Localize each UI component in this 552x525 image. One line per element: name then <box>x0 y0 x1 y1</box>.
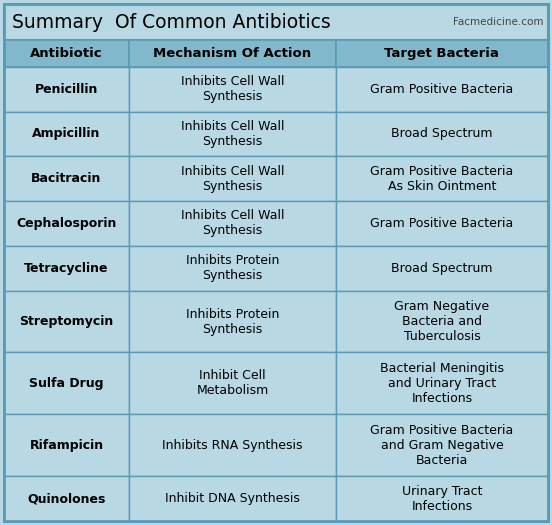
Text: Broad Spectrum: Broad Spectrum <box>391 262 493 275</box>
Bar <box>336 201 548 246</box>
Text: Inhibits Cell Wall
Synthesis: Inhibits Cell Wall Synthesis <box>181 120 284 148</box>
Text: Ampicillin: Ampicillin <box>33 128 101 141</box>
Bar <box>4 352 129 414</box>
Bar <box>4 4 548 40</box>
Text: Gram Positive Bacteria
As Skin Ointment: Gram Positive Bacteria As Skin Ointment <box>370 165 513 193</box>
Bar <box>336 352 548 414</box>
Text: Penicillin: Penicillin <box>35 83 98 96</box>
Text: Facmedicine.com: Facmedicine.com <box>453 17 543 27</box>
Text: Urinary Tract
Infections: Urinary Tract Infections <box>402 485 482 512</box>
Text: Quinolones: Quinolones <box>28 492 106 505</box>
Bar <box>129 112 336 156</box>
Text: Cephalosporin: Cephalosporin <box>17 217 116 230</box>
Text: Antibiotic: Antibiotic <box>30 47 103 60</box>
Bar <box>129 201 336 246</box>
Bar <box>336 290 548 352</box>
Text: Mechanism Of Action: Mechanism Of Action <box>153 47 311 60</box>
Bar <box>336 156 548 201</box>
Bar <box>129 156 336 201</box>
Text: Inhibits Cell Wall
Synthesis: Inhibits Cell Wall Synthesis <box>181 165 284 193</box>
Text: Inhibits Protein
Synthesis: Inhibits Protein Synthesis <box>186 308 279 335</box>
Bar <box>336 414 548 476</box>
Bar <box>336 246 548 290</box>
Bar <box>129 476 336 521</box>
Text: Inhibit DNA Synthesis: Inhibit DNA Synthesis <box>165 492 300 505</box>
Bar <box>336 476 548 521</box>
Text: Gram Positive Bacteria: Gram Positive Bacteria <box>370 83 513 96</box>
Text: Inhibit Cell
Metabolism: Inhibit Cell Metabolism <box>197 370 269 397</box>
Bar <box>4 290 129 352</box>
Bar <box>129 414 336 476</box>
Text: Bacterial Meningitis
and Urinary Tract
Infections: Bacterial Meningitis and Urinary Tract I… <box>380 362 504 405</box>
Bar <box>4 156 129 201</box>
Bar <box>336 67 548 112</box>
Text: Target Bacteria: Target Bacteria <box>385 47 500 60</box>
Text: Inhibits Cell Wall
Synthesis: Inhibits Cell Wall Synthesis <box>181 209 284 237</box>
Bar <box>4 246 129 290</box>
Bar <box>4 40 129 67</box>
Text: Gram Negative
Bacteria and
Tuberculosis: Gram Negative Bacteria and Tuberculosis <box>394 300 490 343</box>
Text: Tetracycline: Tetracycline <box>24 262 109 275</box>
Text: Broad Spectrum: Broad Spectrum <box>391 128 493 141</box>
Bar <box>129 352 336 414</box>
Bar <box>129 40 336 67</box>
Text: Summary  Of Common Antibiotics: Summary Of Common Antibiotics <box>12 13 331 32</box>
Bar <box>4 476 129 521</box>
Text: Gram Positive Bacteria: Gram Positive Bacteria <box>370 217 513 230</box>
Bar <box>129 290 336 352</box>
Text: Inhibits RNA Synthesis: Inhibits RNA Synthesis <box>162 439 302 452</box>
Bar <box>4 112 129 156</box>
Bar <box>129 246 336 290</box>
Bar <box>129 67 336 112</box>
Text: Streptomycin: Streptomycin <box>19 315 114 328</box>
Text: Gram Positive Bacteria
and Gram Negative
Bacteria: Gram Positive Bacteria and Gram Negative… <box>370 424 513 467</box>
Text: Rifampicin: Rifampicin <box>29 439 104 452</box>
Bar <box>4 67 129 112</box>
Text: Inhibits Protein
Synthesis: Inhibits Protein Synthesis <box>186 254 279 282</box>
Bar <box>336 112 548 156</box>
Bar <box>336 40 548 67</box>
Bar <box>4 201 129 246</box>
Text: Inhibits Cell Wall
Synthesis: Inhibits Cell Wall Synthesis <box>181 75 284 103</box>
Bar <box>4 414 129 476</box>
Text: Sulfa Drug: Sulfa Drug <box>29 377 104 390</box>
Text: Bacitracin: Bacitracin <box>31 172 102 185</box>
